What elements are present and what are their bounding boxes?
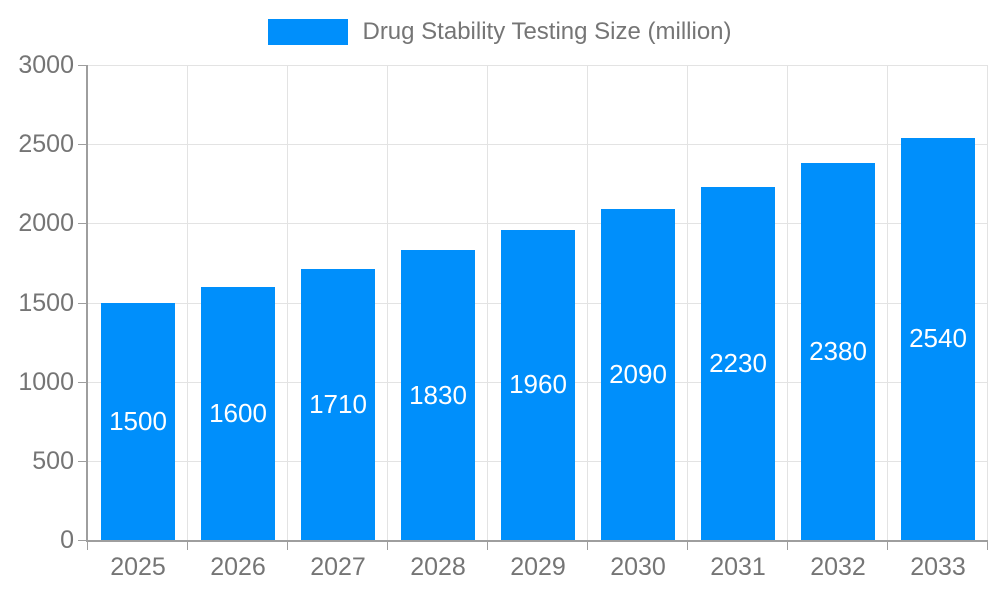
- y-tick-label: 1500: [18, 288, 74, 317]
- y-axis-tick: [78, 460, 86, 462]
- y-axis-tick: [78, 144, 86, 146]
- legend-label[interactable]: Drug Stability Testing Size (million): [362, 18, 732, 45]
- x-axis-tick: [587, 542, 588, 550]
- gridline-vertical: [187, 65, 188, 540]
- gridline-vertical: [587, 65, 588, 540]
- gridline-vertical: [987, 65, 988, 540]
- y-tick-label: 2000: [18, 209, 74, 238]
- bar-2025[interactable]: 1500: [101, 302, 175, 540]
- bar-value-label: 2540: [909, 323, 967, 354]
- plot-area: 1500 1600 1710 1830 1960 2090 2230 2380 2540: [78, 65, 988, 550]
- y-tick-label: 500: [32, 446, 74, 475]
- gridline-horizontal: [88, 144, 988, 146]
- x-axis-tick: [887, 542, 888, 550]
- legend[interactable]: Drug Stability Testing Size (million): [0, 18, 1000, 46]
- bar-2026[interactable]: 1600: [201, 286, 275, 540]
- gridline-vertical: [287, 65, 288, 540]
- x-axis-tick: [87, 542, 88, 550]
- gridline-vertical: [387, 65, 388, 540]
- gridline-horizontal: [88, 223, 988, 225]
- legend-swatch[interactable]: [268, 19, 349, 45]
- y-tick-label: 2500: [18, 130, 74, 159]
- bar-value-label: 1830: [409, 379, 467, 410]
- y-axis-tick: [78, 540, 86, 541]
- bar-value-label: 1710: [309, 389, 367, 420]
- x-tick-label: 2028: [410, 553, 466, 581]
- bar-2033[interactable]: 2540: [901, 137, 975, 540]
- x-axis-tick: [787, 542, 788, 550]
- bar-value-label: 1960: [509, 369, 567, 400]
- y-tick-label: 0: [60, 526, 74, 554]
- y-tick-label: 3000: [18, 51, 74, 79]
- gridline-horizontal: [88, 65, 988, 66]
- y-axis-tick: [78, 381, 86, 383]
- gridline-vertical: [487, 65, 488, 540]
- x-tick-label: 2026: [210, 553, 266, 581]
- gridline-vertical: [887, 65, 888, 540]
- bar-2029[interactable]: 1960: [501, 229, 575, 540]
- x-tick-label: 2033: [910, 553, 966, 581]
- bar-value-label: 1500: [109, 405, 167, 436]
- bar-2031[interactable]: 2230: [701, 186, 775, 540]
- bar-value-label: 1600: [209, 397, 267, 428]
- x-axis-tick: [187, 542, 188, 550]
- bar-value-label: 2230: [709, 347, 767, 378]
- y-tick-label: 1000: [18, 367, 74, 396]
- x-tick-label: 2025: [110, 553, 166, 581]
- x-axis-tick: [387, 542, 388, 550]
- bar-value-label: 2090: [609, 359, 667, 390]
- y-axis-tick: [78, 302, 86, 304]
- y-axis-tick: [78, 223, 86, 225]
- x-axis-tick: [287, 542, 288, 550]
- bar-2032[interactable]: 2380: [801, 163, 875, 540]
- x-tick-label: 2030: [610, 553, 666, 581]
- x-tick-label: 2032: [810, 553, 866, 581]
- gridline-vertical: [787, 65, 788, 540]
- x-tick-label: 2029: [510, 553, 566, 581]
- bar-2027[interactable]: 1710: [301, 269, 375, 540]
- x-axis-tick: [487, 542, 488, 550]
- bar-2028[interactable]: 1830: [401, 250, 475, 540]
- x-axis-line: [86, 540, 988, 542]
- y-axis-tick: [78, 65, 86, 66]
- x-tick-label: 2027: [310, 553, 366, 581]
- x-axis-tick: [987, 542, 988, 550]
- bar-value-label: 2380: [809, 336, 867, 367]
- x-tick-label: 2031: [710, 553, 766, 581]
- y-axis-line: [86, 65, 88, 542]
- gridline-vertical: [687, 65, 688, 540]
- bar-2030[interactable]: 2090: [601, 209, 675, 540]
- x-axis-tick: [687, 542, 688, 550]
